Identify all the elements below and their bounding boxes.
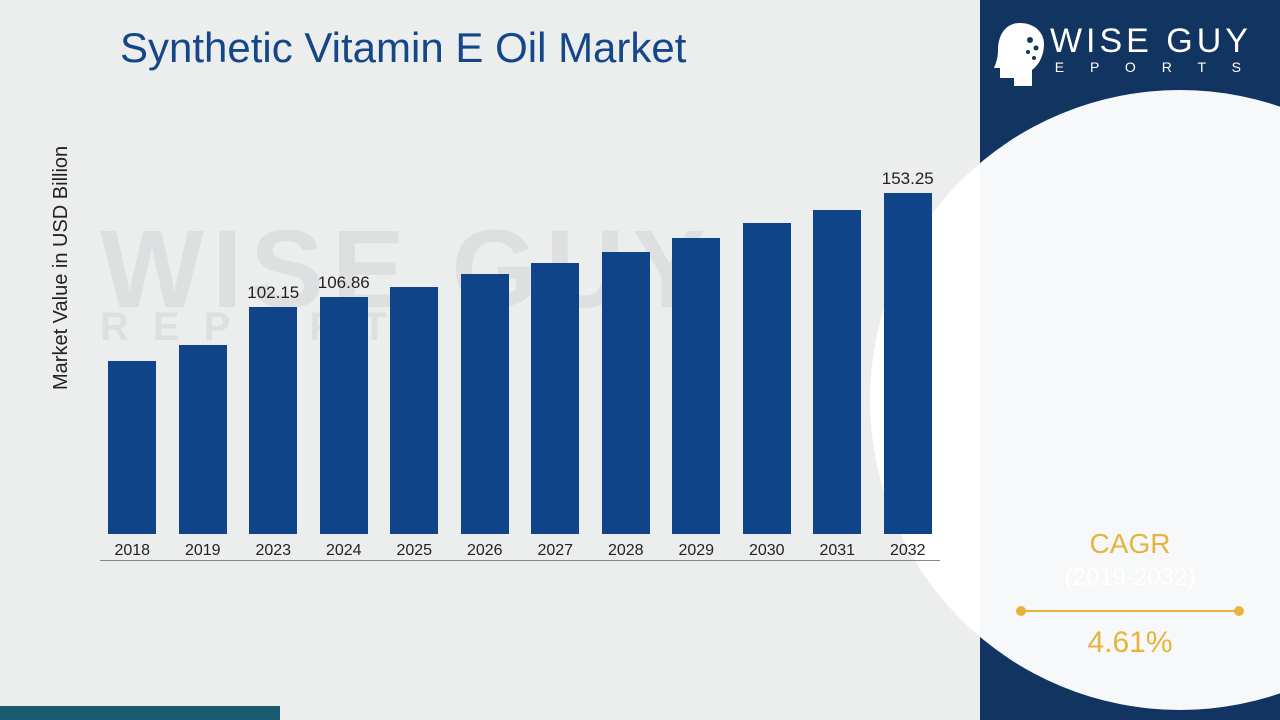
bar: [672, 238, 720, 534]
bar-value-label: 102.15: [247, 283, 299, 303]
x-tick-label: 2029: [678, 542, 714, 560]
x-tick-label: 2032: [890, 542, 926, 560]
chart-title: Synthetic Vitamin E Oil Market: [120, 24, 686, 72]
bar-group: 2019: [171, 160, 236, 560]
x-tick-label: 2024: [326, 542, 362, 560]
bar: [602, 252, 650, 534]
plot-area: 2018 2019 102.15 2023 106.86 2024 2025 2026 2027…: [100, 160, 940, 560]
head-icon: [990, 18, 1050, 88]
cagr-range: (2019-2032): [1020, 564, 1240, 592]
bar: [179, 345, 227, 534]
bar-group: 2026: [453, 160, 518, 560]
bar: [390, 287, 438, 534]
bar-group: 2031: [805, 160, 870, 560]
bar: [461, 274, 509, 534]
y-axis-label: Market Value in USD Billion: [50, 146, 73, 390]
cagr-block: CAGR (2019-2032) 4.61%: [1020, 528, 1240, 660]
bar-group: 2027: [523, 160, 588, 560]
bottom-accent-bar: [0, 706, 280, 720]
x-tick-label: 2030: [749, 542, 785, 560]
bar-chart: Market Value in USD Billion 20182019102.…: [70, 160, 940, 600]
cagr-title: CAGR: [1020, 528, 1240, 560]
bar-group: 102.15 2023: [241, 160, 306, 560]
x-tick-label: 2018: [114, 542, 150, 560]
bar-group: 106.86 2024: [312, 160, 377, 560]
bar-group: 2029: [664, 160, 729, 560]
logo-text-main: WISE GUY: [1019, 22, 1252, 61]
x-tick-label: 2026: [467, 542, 503, 560]
x-tick-label: 2025: [396, 542, 432, 560]
x-tick-label: 2023: [255, 542, 291, 560]
bar: [249, 307, 297, 534]
bar: [531, 263, 579, 534]
x-axis-line: [100, 560, 940, 561]
cagr-value: 4.61%: [1020, 626, 1240, 660]
bar-group: 153.25 2032: [876, 160, 941, 560]
logo-text-sub: R E P O R T S: [1019, 59, 1252, 75]
bar: [320, 297, 368, 534]
bar: [813, 210, 861, 534]
bar-value-label: 153.25: [882, 169, 934, 189]
x-tick-label: 2027: [537, 542, 573, 560]
bar: [743, 223, 791, 534]
bar-group: 2030: [735, 160, 800, 560]
bar-group: 2025: [382, 160, 447, 560]
bar: [108, 361, 156, 534]
bar: [884, 193, 932, 534]
bar-value-label: 106.86: [318, 273, 370, 293]
bar-group: 2018: [100, 160, 165, 560]
bar-group: 2028: [594, 160, 659, 560]
cagr-divider: [1020, 610, 1240, 612]
x-tick-label: 2019: [185, 542, 221, 560]
x-tick-label: 2028: [608, 542, 644, 560]
brand-logo: WISE GUY R E P O R T S: [1019, 22, 1252, 75]
x-tick-label: 2031: [819, 542, 855, 560]
main-content: Synthetic Vitamin E Oil Market WISE GUY …: [0, 0, 980, 720]
